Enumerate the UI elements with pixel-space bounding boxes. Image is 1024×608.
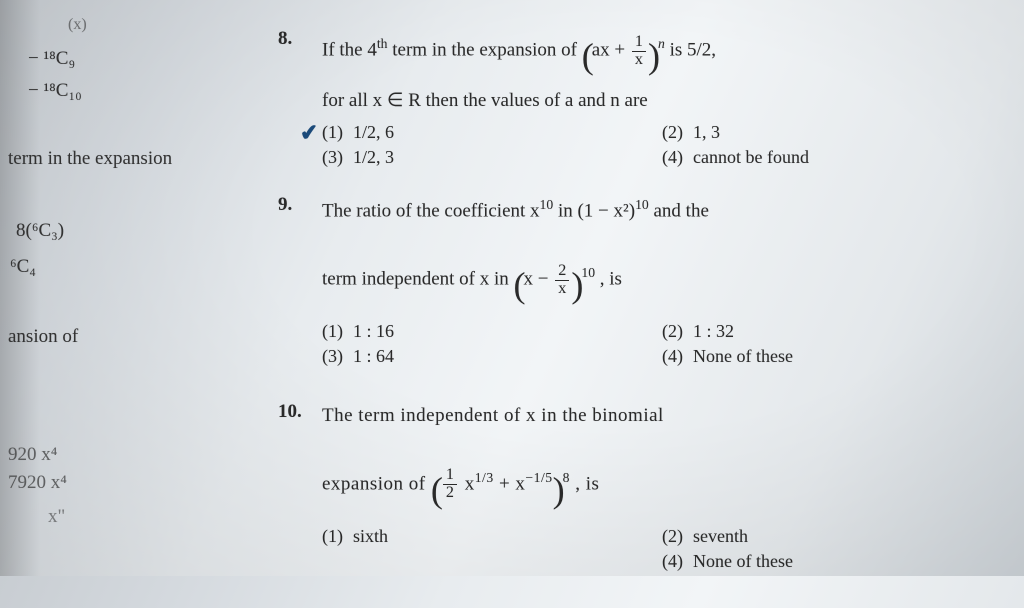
text: seventh — [693, 526, 748, 547]
text: (4) — [662, 551, 683, 572]
text: 1/2, 6 — [353, 122, 394, 143]
text: If the 4 — [322, 39, 377, 60]
options: (1) sixth (2) seventh (4) None of these — [322, 526, 1002, 572]
text: , is — [600, 269, 622, 290]
option: (4) None of these — [662, 551, 1002, 572]
text: The ratio of the coefficient x — [322, 200, 540, 221]
text: −1/5 — [525, 470, 552, 485]
text: 2 — [443, 485, 458, 502]
text: n — [658, 36, 665, 51]
fragment-text: − ¹⁸C₉ — [28, 48, 232, 70]
fragment-text: term in the expansion — [8, 148, 232, 170]
fragment-text: 8(⁶C₃) — [16, 220, 232, 242]
text: (4) — [662, 147, 683, 168]
text: x — [459, 473, 474, 494]
text: 8 — [563, 470, 570, 485]
question-text: The term independent of x in the binomia… — [322, 401, 664, 520]
option: (2) 1 : 32 — [662, 321, 1002, 342]
text: (1) — [322, 526, 343, 547]
text: expansion of — [322, 473, 431, 494]
text: (4) — [662, 346, 683, 367]
text: x − — [524, 269, 554, 290]
text: None of these — [693, 346, 793, 367]
text: , is — [575, 473, 599, 494]
text: 10 — [581, 265, 595, 280]
text: term in the expansion of — [388, 39, 582, 60]
option: (1) sixth — [322, 526, 662, 547]
fragment-text: − ¹⁸C₁₀ — [28, 80, 232, 102]
fragment-text: 7920 x⁴ — [8, 472, 232, 494]
fragment-text: (x) — [68, 16, 232, 34]
tick-mark-icon: ✔ — [299, 119, 320, 147]
question-9: 9. The ratio of the coefficient x10 in (… — [278, 194, 1002, 367]
text: 10 — [635, 197, 649, 212]
option: (1) 1/2, 6 — [322, 122, 662, 143]
options: (1) 1 : 16 (2) 1 : 32 (3) 1 : 64 (4) None of… — [322, 321, 1002, 367]
text: None of these — [693, 551, 793, 572]
question-10: 10. The term independent of x in the bin… — [278, 401, 1002, 572]
fragment-text: ansion of — [8, 326, 232, 348]
fragment-text: 920 x⁴ — [8, 444, 232, 466]
text: + x — [494, 473, 526, 494]
question-number: 10. — [278, 401, 304, 423]
text: 1 : 32 — [693, 321, 734, 342]
text: 10 — [540, 197, 554, 212]
text: (2) — [662, 122, 683, 143]
text: ax + — [592, 39, 630, 60]
options: ✔ (1)1/2, 6 (2)1, 3 (3)1/2, 3 (4)cannot … — [322, 122, 1002, 168]
text: 1 — [443, 467, 458, 485]
text: 2 — [555, 263, 569, 281]
text: (2) — [662, 321, 683, 342]
fragment-text: x" — [48, 506, 232, 528]
option: (2) seventh — [662, 526, 1002, 547]
text: x — [632, 52, 646, 69]
text: sixth — [353, 526, 388, 547]
question-text: The ratio of the coefficient x10 in (1 −… — [322, 194, 709, 315]
text: (3) — [322, 346, 343, 367]
option: (4) cannot be found — [662, 147, 1002, 168]
text: (1) — [322, 122, 343, 143]
text: in (1 − x²) — [553, 200, 635, 221]
text: 1/3 — [475, 470, 494, 485]
text: for all x ∈ R then the values of a and n… — [322, 90, 648, 111]
text: x — [555, 281, 569, 298]
option: (4) None of these — [662, 346, 1002, 367]
text: 1, 3 — [693, 122, 720, 143]
text: th — [377, 36, 388, 51]
text: 1 : 16 — [353, 321, 394, 342]
text: is 5/2, — [670, 39, 716, 60]
text: cannot be found — [693, 147, 809, 168]
text: (3) — [322, 147, 343, 168]
option: (2) 1, 3 — [662, 122, 1002, 143]
text: 1 — [632, 34, 646, 52]
question-text: If the 4th term in the expansion of (ax … — [322, 28, 716, 116]
option: (1) 1 : 16 — [322, 321, 662, 342]
text: The term independent of x in the binomia… — [322, 405, 664, 426]
text: (2) — [662, 526, 683, 547]
question-8: 8. If the 4th term in the expansion of (… — [278, 28, 1002, 168]
fragment-text: ⁶C₄ — [10, 256, 232, 278]
text: term independent of x in — [322, 269, 514, 290]
question-number: 8. — [278, 28, 304, 50]
text: and the — [649, 200, 709, 221]
text: (1) — [322, 321, 343, 342]
text: 1 : 64 — [353, 346, 394, 367]
option: (3) 1 : 64 — [322, 346, 662, 367]
question-number: 9. — [278, 194, 304, 216]
text: 1/2, 3 — [353, 147, 394, 168]
option: (3) 1/2, 3 — [322, 147, 662, 168]
